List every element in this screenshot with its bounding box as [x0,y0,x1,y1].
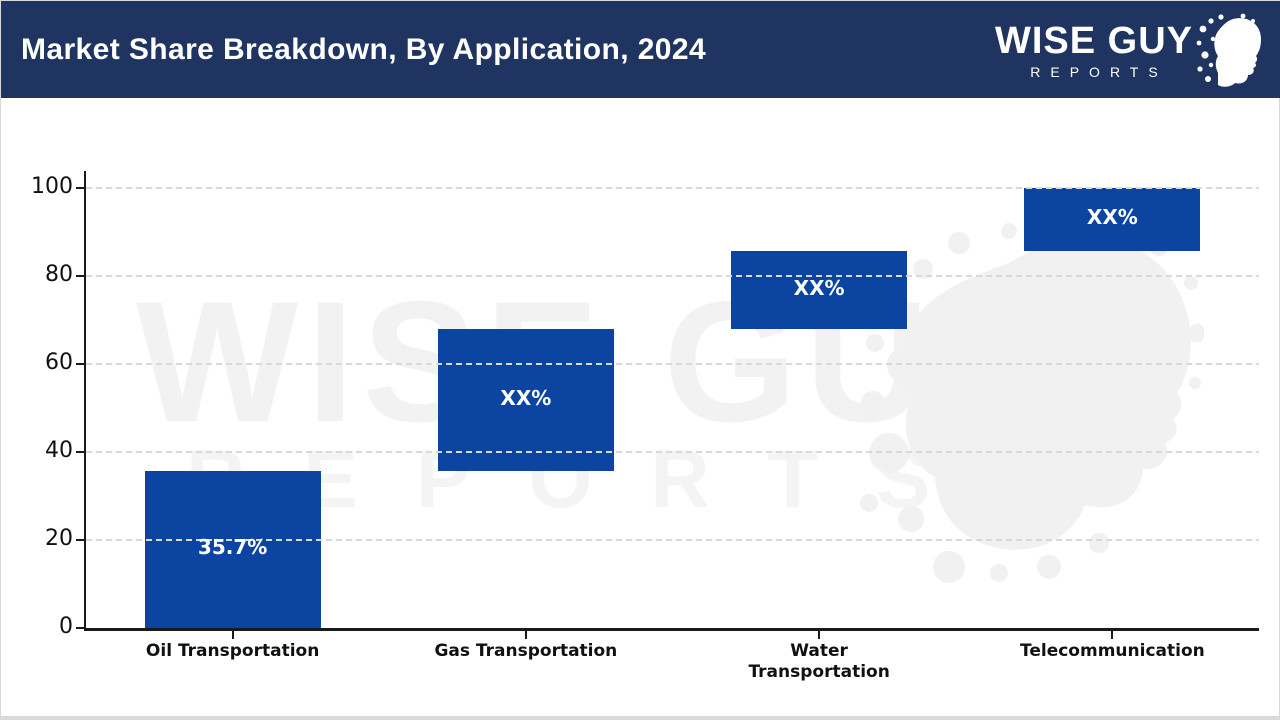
brand-subtitle: REPORTS [1030,63,1168,80]
y-axis-tick-label: 100 [31,174,73,199]
y-axis-tick-label: 40 [45,438,73,463]
bar-value-label-telecommunication: XX% [1086,205,1138,230]
x-axis-category-label-gas-transportation: Gas Transportation [434,641,618,661]
bottom-border-line [1,716,1280,719]
brand-name: WISE GUY [994,20,1193,63]
header-bar: Market Share Breakdown, By Application, … [1,1,1280,98]
bar-telecommunication[interactable] [1024,188,1201,251]
y-axis-tick-mark [76,275,85,277]
y-axis-tick-label: 0 [59,614,73,639]
bar-value-label-water-transportation: XX% [793,275,845,300]
y-axis-tick-mark [76,539,85,541]
x-axis-category-label-oil-transportation: Oil Transportation [145,641,320,661]
brand-head-icon [1196,13,1261,87]
y-gridline-80 [86,275,1259,277]
y-axis-tick-mark [76,451,85,453]
brand-logo: WISE GUY REPORTS [995,13,1267,89]
bar-value-label-gas-transportation: XX% [500,385,552,410]
brand-logo-text: WISE GUY REPORTS [994,20,1193,80]
x-axis-category-label-water-transportation: Water Transportation [748,641,890,683]
bar-water-transportation[interactable] [731,250,908,329]
y-axis-tick-label: 60 [45,350,73,375]
x-axis-tick-mark [524,630,527,639]
x-axis-tick-mark [231,630,234,639]
y-axis-tick-mark [76,363,85,365]
y-axis-tick-label: 80 [45,262,73,287]
bar-value-label-oil-transportation: 35.7% [197,535,268,560]
x-axis-category-label-telecommunication: Telecommunication [1020,641,1205,661]
y-axis-line [84,171,86,630]
y-axis-tick-mark [76,627,85,629]
y-gridline-60 [86,363,1259,365]
y-axis-tick-label: 20 [45,526,73,551]
x-axis-tick-mark [1111,630,1114,639]
page-title: Market Share Breakdown, By Application, … [21,32,707,66]
y-gridline-100 [86,187,1259,189]
bar-oil-transportation[interactable] [144,470,321,628]
x-axis-line [84,628,1259,631]
watermark-head-dots-graphic [860,223,1204,583]
bar-gas-transportation[interactable] [437,328,614,471]
y-axis-tick-mark [76,187,85,189]
y-gridline-20 [86,539,1259,541]
y-gridline-40 [86,451,1259,453]
x-axis-tick-mark [818,630,821,639]
